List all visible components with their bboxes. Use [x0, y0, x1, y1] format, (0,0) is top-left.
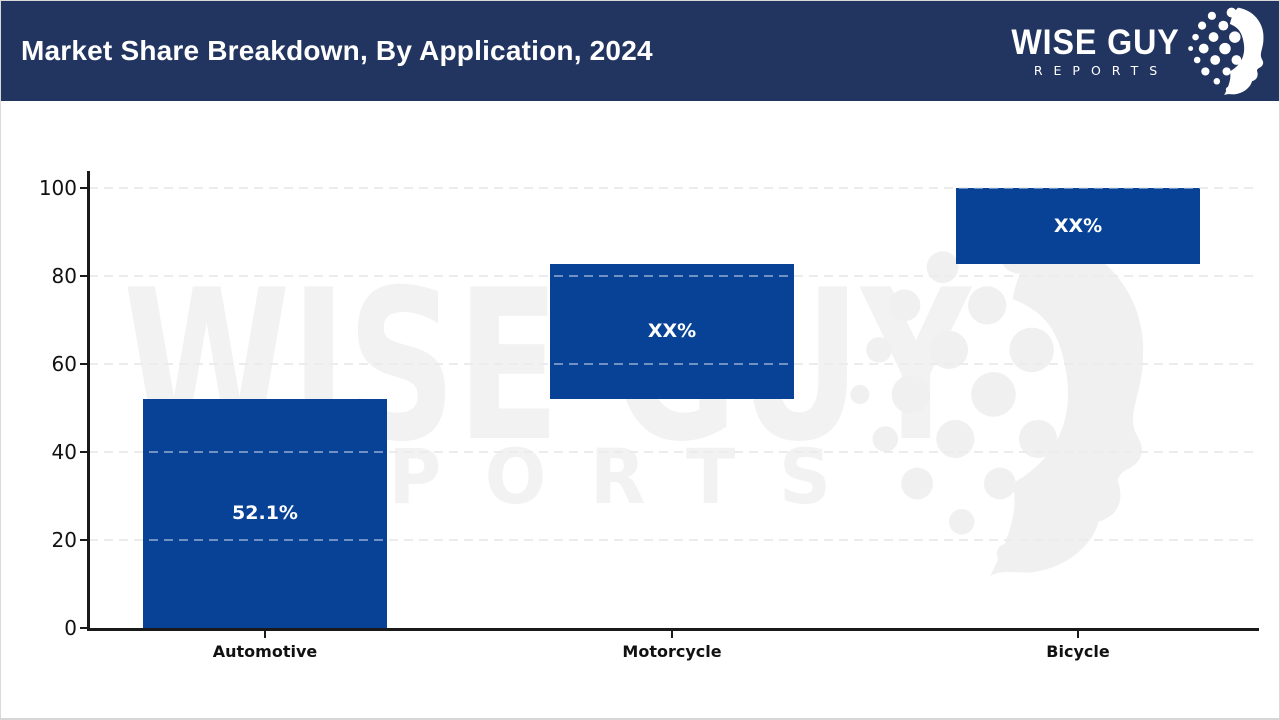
x-axis-category-label: Automotive [212, 642, 318, 661]
y-tick-mark [80, 539, 89, 541]
bar-motorcycle [550, 264, 794, 399]
bar-automotive [143, 398, 387, 628]
logo-subtitle: REPORTS [1033, 62, 1169, 78]
x-axis-category-label: Motorcycle [622, 642, 722, 661]
y-tick-mark [80, 627, 89, 629]
gridline-overlay [89, 539, 1259, 541]
bar-value-label: XX% [1053, 215, 1103, 238]
y-tick-mark [80, 275, 89, 277]
y-tick-mark [80, 451, 89, 453]
x-tick-mark [1077, 630, 1079, 638]
x-axis-line [87, 628, 1259, 631]
x-tick-mark [671, 630, 673, 638]
gridline [89, 451, 1259, 453]
y-axis-tick-label: 80 [51, 264, 77, 288]
header-band: Market Share Breakdown, By Application, … [1, 1, 1279, 101]
dotted-head-icon [1188, 7, 1264, 96]
y-axis-tick-label: 40 [51, 440, 77, 464]
bar-value-label: 52.1% [232, 502, 298, 525]
logo-text: WISE GUY REPORTS [1004, 25, 1187, 78]
logo-wordmark: WISE GUY [1011, 22, 1180, 62]
x-axis-category-label: Bicycle [1046, 642, 1110, 661]
y-tick-mark [80, 363, 89, 365]
y-axis-tick-label: 0 [64, 616, 77, 640]
y-axis-tick-label: 100 [38, 176, 77, 200]
wise-guy-reports-logo: WISE GUY REPORTS [1004, 6, 1267, 96]
gridline-overlay [89, 187, 1259, 189]
y-axis-line [87, 171, 90, 630]
gridline [89, 539, 1259, 541]
y-axis-tick-label: 20 [51, 528, 77, 552]
gridline-overlay [89, 451, 1259, 453]
x-tick-mark [264, 630, 266, 638]
page-title: Market Share Breakdown, By Application, … [21, 35, 653, 66]
bar-value-label: XX% [647, 320, 697, 343]
gridline-overlay [89, 275, 1259, 277]
gridline [89, 187, 1259, 189]
y-tick-mark [80, 187, 89, 189]
gridline-overlay [89, 363, 1259, 365]
y-axis-tick-label: 60 [51, 352, 77, 376]
